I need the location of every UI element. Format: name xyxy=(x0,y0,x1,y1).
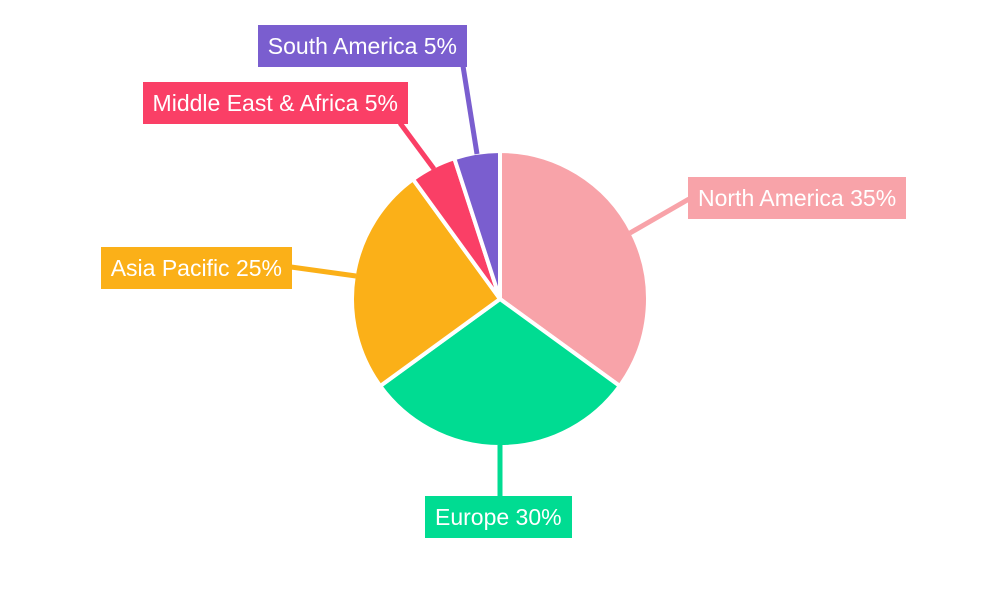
pie-label-middle-east-africa: Middle East & Africa 5% xyxy=(142,82,408,124)
leader-line-south-america xyxy=(460,65,480,155)
pie-label-asia-pacific: Asia Pacific 25% xyxy=(100,247,292,289)
leader-line-asia-pacific xyxy=(290,264,357,279)
pie-label-europe: Europe 30% xyxy=(425,496,572,538)
pie-label-south-america: South America 5% xyxy=(257,25,467,67)
pie-label-north-america: North America 35% xyxy=(688,177,907,219)
leader-line-middle-east-africa xyxy=(397,121,437,171)
leader-line-north-america xyxy=(628,196,691,236)
